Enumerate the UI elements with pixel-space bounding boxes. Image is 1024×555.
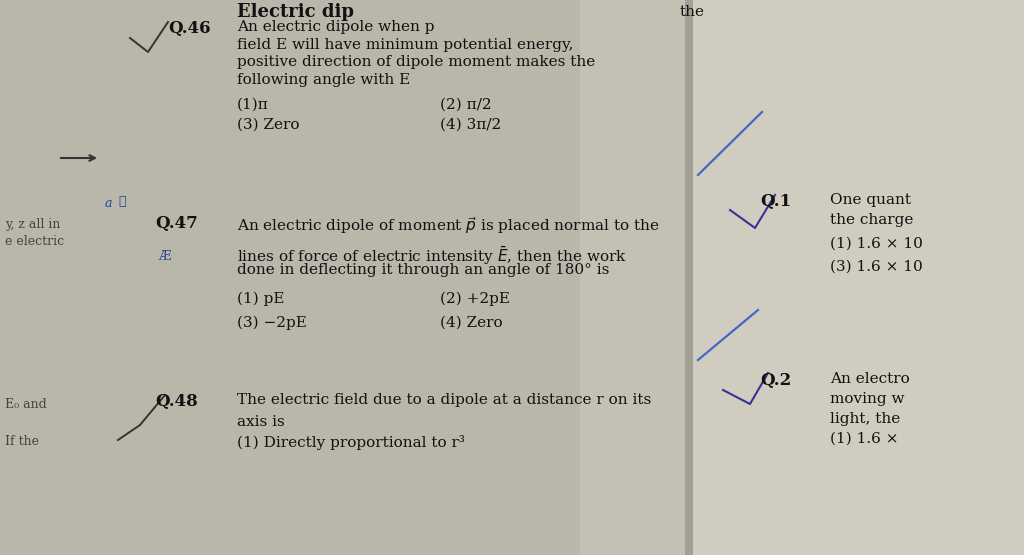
- Text: following angle with E: following angle with E: [237, 73, 411, 87]
- Text: Q.2: Q.2: [760, 372, 792, 389]
- Text: E₀ and: E₀ and: [5, 398, 47, 411]
- Text: (3) −2pE: (3) −2pE: [237, 316, 307, 330]
- Text: light, the: light, the: [830, 412, 900, 426]
- Text: (1) pE: (1) pE: [237, 292, 285, 306]
- Text: (1) Directly proportional to r³: (1) Directly proportional to r³: [237, 435, 465, 450]
- Bar: [580, 0, 693, 555]
- Text: (3) 1.6 × 10: (3) 1.6 × 10: [830, 260, 923, 274]
- Text: An electro: An electro: [830, 372, 909, 386]
- Text: (1)π: (1)π: [237, 98, 269, 112]
- Text: If the: If the: [5, 435, 39, 448]
- Text: Q.47: Q.47: [155, 215, 198, 232]
- Bar: [685, 0, 693, 555]
- Text: Q.1: Q.1: [760, 193, 792, 210]
- Text: done in deflecting it through an angle of 180° is: done in deflecting it through an angle o…: [237, 263, 609, 277]
- Text: Q.48: Q.48: [155, 393, 198, 410]
- Text: (4) Zero: (4) Zero: [440, 316, 503, 330]
- Text: (1) 1.6 × 10: (1) 1.6 × 10: [830, 237, 923, 251]
- Text: One quant: One quant: [830, 193, 911, 207]
- Text: positive direction of dipole moment makes the: positive direction of dipole moment make…: [237, 55, 595, 69]
- Text: field E will have minimum potential energy,: field E will have minimum potential ener…: [237, 38, 573, 52]
- Text: a: a: [105, 197, 113, 210]
- Text: Q.46: Q.46: [168, 20, 211, 37]
- Text: ℓ: ℓ: [118, 195, 126, 208]
- Text: (2) +2pE: (2) +2pE: [440, 292, 510, 306]
- Text: (4) 3π/2: (4) 3π/2: [440, 118, 502, 132]
- Text: e electric: e electric: [5, 235, 65, 248]
- Text: y, z all in: y, z all in: [5, 218, 60, 231]
- Text: The electric field due to a dipole at a distance r on its: The electric field due to a dipole at a …: [237, 393, 651, 407]
- Text: Æ: Æ: [158, 250, 171, 263]
- Text: (3) Zero: (3) Zero: [237, 118, 299, 132]
- Text: An electric dipole when p: An electric dipole when p: [237, 20, 434, 34]
- Text: An electric dipole of moment $\vec{p}$ is placed normal to the: An electric dipole of moment $\vec{p}$ i…: [237, 215, 659, 236]
- Text: lines of force of electric intensity $\bar{E}$, then the work: lines of force of electric intensity $\b…: [237, 245, 627, 267]
- Bar: [693, 0, 1024, 555]
- Text: moving w: moving w: [830, 392, 904, 406]
- Text: Electric dip: Electric dip: [237, 3, 354, 21]
- Bar: [0, 0, 693, 555]
- Text: axis is: axis is: [237, 415, 285, 429]
- Text: (2) π/2: (2) π/2: [440, 98, 492, 112]
- Text: (1) 1.6 ×: (1) 1.6 ×: [830, 432, 898, 446]
- Text: the charge: the charge: [830, 213, 913, 227]
- Text: the: the: [680, 5, 705, 19]
